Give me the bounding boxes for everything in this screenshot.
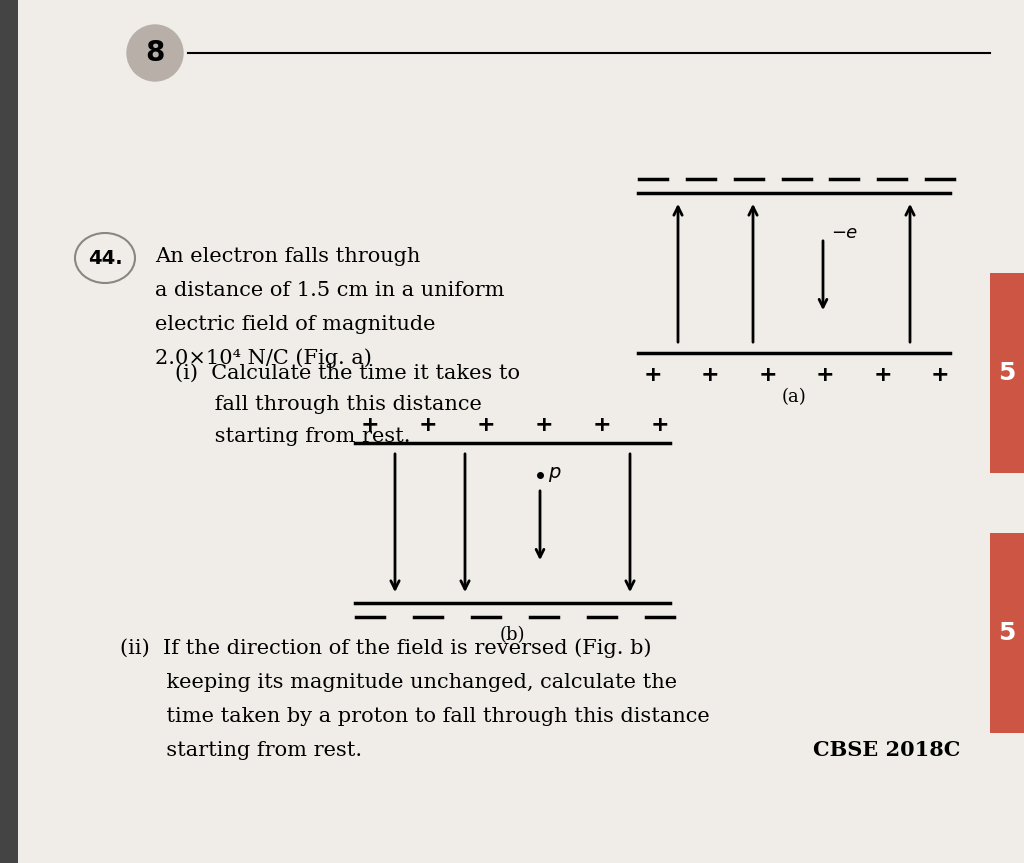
Text: (b): (b) <box>500 626 525 644</box>
Text: +: + <box>644 365 663 385</box>
Bar <box>0 0 18 863</box>
Text: 44.: 44. <box>88 249 122 268</box>
Text: a distance of 1.5 cm in a uniform: a distance of 1.5 cm in a uniform <box>155 280 505 299</box>
Text: keeping its magnitude unchanged, calculate the: keeping its magnitude unchanged, calcula… <box>120 672 677 691</box>
Text: (a): (a) <box>781 388 806 406</box>
Text: electric field of magnitude: electric field of magnitude <box>155 314 435 333</box>
Text: (ii)  If the direction of the field is reversed (Fig. b): (ii) If the direction of the field is re… <box>120 638 651 658</box>
Text: time taken by a proton to fall through this distance: time taken by a proton to fall through t… <box>120 707 710 726</box>
Text: +: + <box>650 415 670 435</box>
Text: An electron falls through: An electron falls through <box>155 247 421 266</box>
Text: 8: 8 <box>145 39 165 67</box>
Text: 5: 5 <box>998 621 1016 645</box>
Text: +: + <box>477 415 496 435</box>
Text: fall through this distance: fall through this distance <box>175 395 482 414</box>
Text: +: + <box>535 415 553 435</box>
Text: p: p <box>548 463 560 482</box>
Text: CBSE 2018C: CBSE 2018C <box>813 740 961 760</box>
Text: −e: −e <box>831 224 857 242</box>
Text: starting from rest.: starting from rest. <box>175 427 411 446</box>
Text: +: + <box>931 365 949 385</box>
Text: +: + <box>593 415 611 435</box>
Text: +: + <box>701 365 720 385</box>
Text: +: + <box>360 415 379 435</box>
Text: +: + <box>759 365 777 385</box>
Text: +: + <box>419 415 437 435</box>
Bar <box>990 273 1024 473</box>
Bar <box>990 533 1024 733</box>
Text: starting from rest.: starting from rest. <box>120 740 362 759</box>
Text: (i)  Calculate the time it takes to: (i) Calculate the time it takes to <box>175 363 520 382</box>
Text: 5: 5 <box>998 361 1016 385</box>
Text: +: + <box>873 365 892 385</box>
Text: +: + <box>816 365 835 385</box>
Text: 2.0×10⁴ N/C (Fig. a): 2.0×10⁴ N/C (Fig. a) <box>155 348 372 368</box>
Circle shape <box>127 25 183 81</box>
